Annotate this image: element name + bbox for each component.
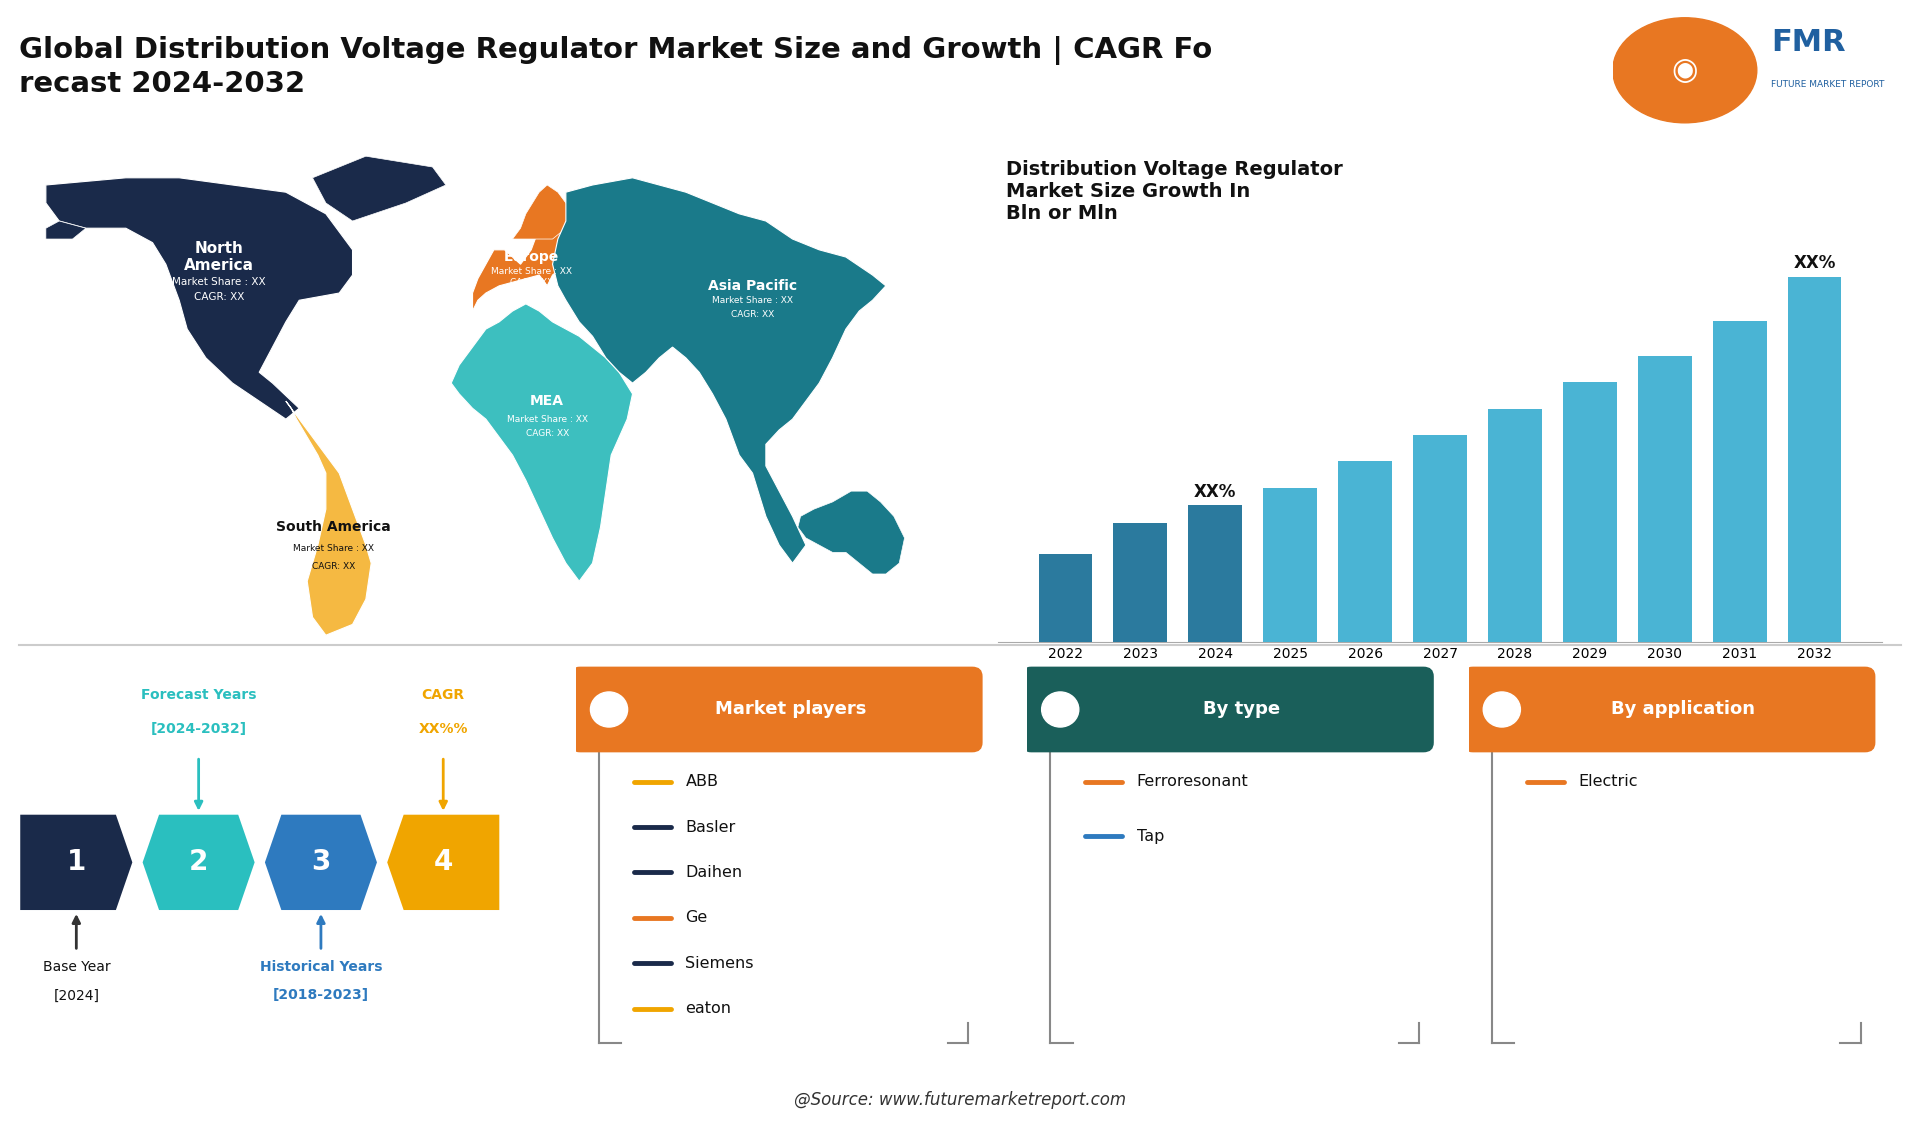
Text: Daihen: Daihen [685,865,743,880]
Text: CAGR: CAGR [422,688,465,701]
Polygon shape [472,214,580,311]
Circle shape [1043,692,1079,727]
Text: Ferroresonant: Ferroresonant [1137,774,1248,790]
Bar [1638,356,1692,642]
Circle shape [591,692,628,727]
Bar [1263,488,1317,642]
Text: By application: By application [1611,700,1755,719]
Text: Asia Pacific: Asia Pacific [708,278,797,293]
Polygon shape [46,178,353,419]
Text: FUTURE MARKET REPORT: FUTURE MARKET REPORT [1770,80,1885,89]
Text: Market Share : XX: Market Share : XX [294,544,374,554]
Text: Basler: Basler [685,819,735,834]
Text: 4: 4 [434,848,453,877]
FancyBboxPatch shape [1463,667,1876,752]
Text: eaton: eaton [685,1002,732,1017]
Text: Distribution Voltage Regulator
Market Size Growth In
Bln or Mln: Distribution Voltage Regulator Market Si… [1006,160,1342,223]
Text: 2: 2 [188,848,207,877]
Text: CAGR: XX: CAGR: XX [194,291,244,301]
Text: South America: South America [276,520,392,534]
Text: Market Share : XX: Market Share : XX [507,415,588,424]
Text: MEA: MEA [530,394,564,408]
Polygon shape [19,814,132,911]
Text: Market Share : XX: Market Share : XX [173,277,267,288]
Text: [2018-2023]: [2018-2023] [273,988,369,1003]
Text: Historical Years: Historical Years [259,959,382,974]
Bar [1338,462,1392,642]
Text: Global Distribution Voltage Regulator Market Size and Growth | CAGR Fo
recast 20: Global Distribution Voltage Regulator Ma… [19,37,1212,97]
Bar [1563,383,1617,642]
Polygon shape [286,401,371,635]
Text: ABB: ABB [685,774,718,790]
Text: Europe: Europe [503,250,559,264]
Text: Siemens: Siemens [685,956,755,971]
Text: XX%: XX% [1793,254,1836,273]
Polygon shape [513,185,574,240]
Polygon shape [263,814,378,911]
Text: CAGR: XX: CAGR: XX [732,311,774,319]
Text: Ge: Ge [685,910,708,926]
Text: 3: 3 [311,848,330,877]
Text: Market Share : XX: Market Share : XX [492,267,572,276]
FancyBboxPatch shape [1021,667,1434,752]
Polygon shape [386,814,501,911]
Text: XX%%: XX%% [419,722,468,736]
Bar [1413,435,1467,642]
Polygon shape [553,178,885,563]
FancyBboxPatch shape [570,667,983,752]
Text: [2024]: [2024] [54,988,100,1003]
Polygon shape [46,221,86,240]
Text: ◉: ◉ [1672,56,1697,85]
Bar [1114,523,1167,642]
Bar [1788,276,1841,642]
Bar [1488,409,1542,642]
Bar [1039,554,1092,642]
Text: By type: By type [1204,700,1281,719]
Polygon shape [799,492,904,574]
Text: CAGR: XX: CAGR: XX [313,563,355,571]
Text: FMR: FMR [1770,29,1845,57]
Bar [1713,321,1766,642]
Text: North
America: North America [184,241,253,273]
Text: Electric: Electric [1578,774,1638,790]
Circle shape [1484,692,1521,727]
Text: Base Year: Base Year [42,959,109,974]
Text: Market Share : XX: Market Share : XX [712,296,793,305]
Text: Tap: Tap [1137,829,1164,843]
Polygon shape [451,304,632,581]
Text: CAGR: XX: CAGR: XX [509,277,553,286]
Text: Market players: Market players [714,700,866,719]
Text: CAGR: XX: CAGR: XX [526,429,568,438]
Circle shape [1613,17,1757,123]
Polygon shape [313,156,445,221]
Bar [1188,505,1242,642]
Polygon shape [142,814,255,911]
Text: [2024-2032]: [2024-2032] [150,722,246,736]
Text: XX%: XX% [1194,482,1236,501]
Text: Forecast Years: Forecast Years [140,688,257,701]
Text: @Source: www.futuremarketreport.com: @Source: www.futuremarketreport.com [795,1091,1125,1109]
Text: 1: 1 [67,848,86,877]
